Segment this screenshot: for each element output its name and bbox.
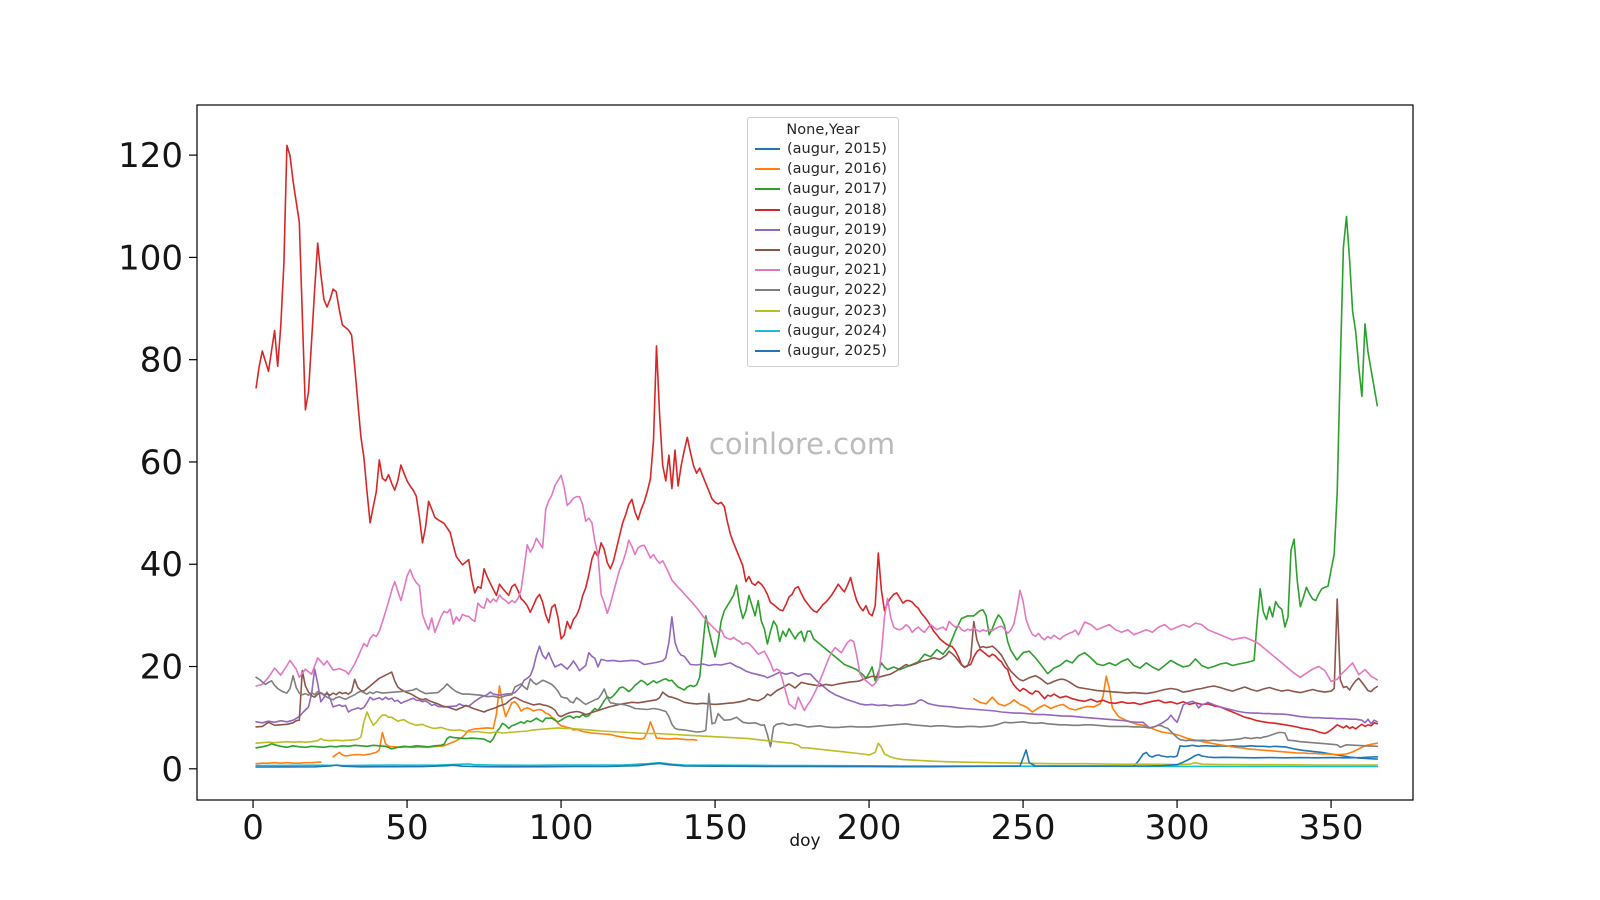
watermark: coinlore.com [709,427,895,461]
legend-label-2022: (augur, 2022) [787,282,887,299]
legend-label-2017: (augur, 2017) [787,181,887,198]
y-tick-label: 120 [118,136,183,176]
legend-line-swatch-2019 [755,228,780,231]
x-tick-label: 200 [837,808,902,848]
y-tick-label: 60 [140,443,183,483]
legend-label-2019: (augur, 2019) [787,221,887,238]
x-axis-label: doy [789,831,820,851]
legend-item-2017: (augur, 2017) [748,179,898,199]
x-tick-label: 150 [683,808,748,848]
series-line-2025 [255,749,1379,768]
legend-line-swatch-2020 [755,249,780,252]
legend-label-2018: (augur, 2018) [787,201,887,218]
legend-label-2024: (augur, 2024) [787,322,887,339]
y-tick-label: 40 [140,545,183,585]
series-line-2021 [255,474,1379,712]
legend-label-2025: (augur, 2025) [787,342,887,359]
legend-line-swatch-2015 [755,148,780,151]
legend-item-2020: (augur, 2020) [748,240,898,260]
y-tick-label: 0 [161,750,183,790]
legend-line-swatch-2023 [755,309,780,312]
legend-line-swatch-2021 [755,269,780,272]
x-tick-label: 100 [529,808,594,848]
legend-line-swatch-2016 [755,168,780,171]
legend-item-2018: (augur, 2018) [748,200,898,220]
series-line-2015 [1133,744,1379,767]
series-line-2016 [255,761,322,765]
legend-label-2021: (augur, 2021) [787,262,887,279]
legend-title: None,Year [786,122,860,138]
y-tick-label: 20 [140,648,183,688]
series-line-2017 [255,215,1379,750]
series-line-2023 [255,711,1379,766]
legend-item-2023: (augur, 2023) [748,301,898,321]
x-tick-label: 300 [1145,808,1210,848]
legend-label-2020: (augur, 2020) [787,242,887,259]
legend-line-swatch-2018 [755,208,780,211]
series-line-2022 [255,674,1379,749]
legend-item-2021: (augur, 2021) [748,260,898,280]
y-tick-label: 80 [140,341,183,381]
x-tick-label: 250 [991,808,1056,848]
series-line-2018 [255,144,1379,735]
legend-item-2016: (augur, 2016) [748,159,898,179]
series-line-2019 [255,616,1379,729]
x-tick-label: 350 [1299,808,1364,848]
legend-item-2019: (augur, 2019) [748,220,898,240]
legend-item-2015: (augur, 2015) [748,139,898,159]
legend-label-2023: (augur, 2023) [787,302,887,319]
legend-line-swatch-2022 [755,289,780,292]
legend-item-2025: (augur, 2025) [748,341,898,361]
legend-item-2024: (augur, 2024) [748,321,898,341]
legend-line-swatch-2025 [755,349,780,352]
y-tick-label: 100 [118,238,183,278]
legend-label-2016: (augur, 2016) [787,161,887,178]
x-tick-label: 50 [385,808,428,848]
legend-item-2022: (augur, 2022) [748,280,898,300]
legend-line-swatch-2024 [755,329,780,332]
x-tick-label: 0 [242,808,264,848]
series-line-2024 [255,761,1379,768]
series-line-2016 [332,685,698,758]
series-line-2016 [972,675,1379,756]
legend: None,Year (augur, 2015) (augur, 2016) (aug… [747,117,899,368]
legend-label-2015: (augur, 2015) [787,141,887,158]
series-line-2020 [255,598,1379,728]
plot-frame [196,104,1414,801]
legend-line-swatch-2017 [755,188,780,191]
